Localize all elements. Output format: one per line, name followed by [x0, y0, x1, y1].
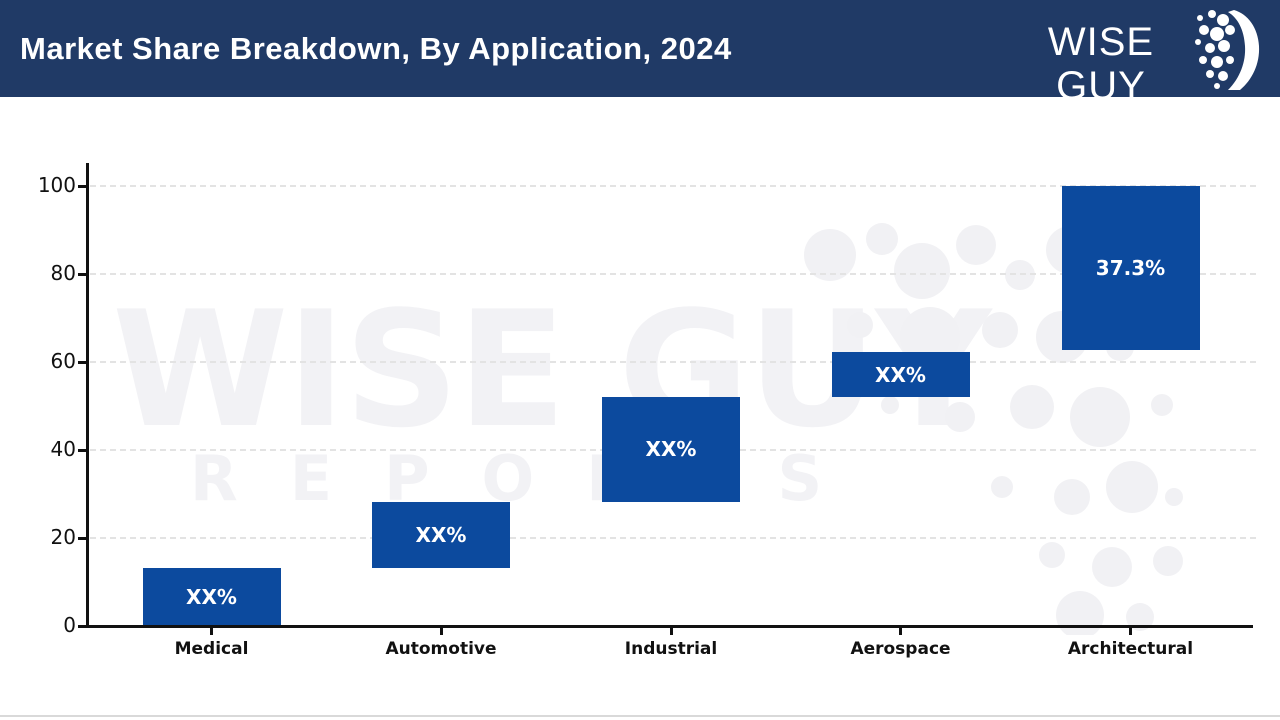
x-axis-category-label: Medical: [174, 639, 249, 659]
x-axis-tick: [669, 627, 673, 635]
bar-value-label: XX%: [645, 437, 697, 462]
bar-value-label: XX%: [186, 585, 237, 610]
logo-text: WISE GUY REPORTS: [1012, 20, 1190, 126]
x-axis-category-label: Industrial: [624, 639, 718, 659]
y-axis-tick: [78, 625, 88, 628]
bottom-border: [0, 715, 1280, 717]
y-axis-tick: [78, 273, 88, 277]
y-axis-tick-label: 100: [37, 173, 76, 198]
logo-wordmark: WISE GUY: [1047, 20, 1155, 108]
x-axis-tick: [899, 627, 902, 635]
wise-guy-reports-logo: WISE GUY REPORTS: [1012, 6, 1262, 126]
x-axis-category-label: Aerospace: [850, 639, 951, 659]
x-axis-line: [86, 625, 1253, 628]
x-axis-tick: [210, 627, 213, 635]
y-axis-tick-label: 60: [50, 349, 76, 374]
y-axis-tick: [78, 537, 88, 541]
y-axis-tick-label: 20: [50, 525, 76, 550]
header-bar: Market Share Breakdown, By Application, …: [0, 0, 1280, 126]
bar-architectural: 37.3%: [1061, 186, 1200, 351]
y-axis-tick: [78, 185, 88, 189]
x-axis-category-label: Automotive: [385, 639, 497, 659]
chart-title: Market Share Breakdown, By Application, …: [20, 31, 732, 66]
y-axis-tick: [78, 361, 88, 365]
y-axis-line: [86, 163, 89, 628]
bar-industrial: XX%: [602, 397, 740, 502]
logo-subtitle: REPORTS: [1031, 110, 1177, 126]
gridline-60: [90, 361, 1256, 364]
gridline-20: [90, 537, 1256, 540]
y-axis-tick-label: 80: [50, 261, 76, 286]
bar-medical: XX%: [142, 568, 281, 626]
gridline-80: [90, 273, 1256, 276]
y-axis-tick-label: 0: [63, 613, 76, 637]
gridline-100: [90, 185, 1256, 188]
bar-value-label: XX%: [875, 362, 926, 387]
x-axis-category-label: Architectural: [1067, 639, 1194, 659]
x-axis-tick: [1129, 627, 1132, 635]
logo-head-icon: [1195, 10, 1260, 90]
x-axis-tick: [439, 627, 443, 635]
y-axis-tick-label: 40: [50, 437, 76, 462]
bar-automotive: XX%: [372, 501, 510, 569]
y-axis-tick: [78, 449, 88, 453]
bar-value-label: 37.3%: [1095, 256, 1166, 281]
bar-aerospace: XX%: [831, 352, 970, 398]
bar-value-label: XX%: [415, 522, 467, 547]
